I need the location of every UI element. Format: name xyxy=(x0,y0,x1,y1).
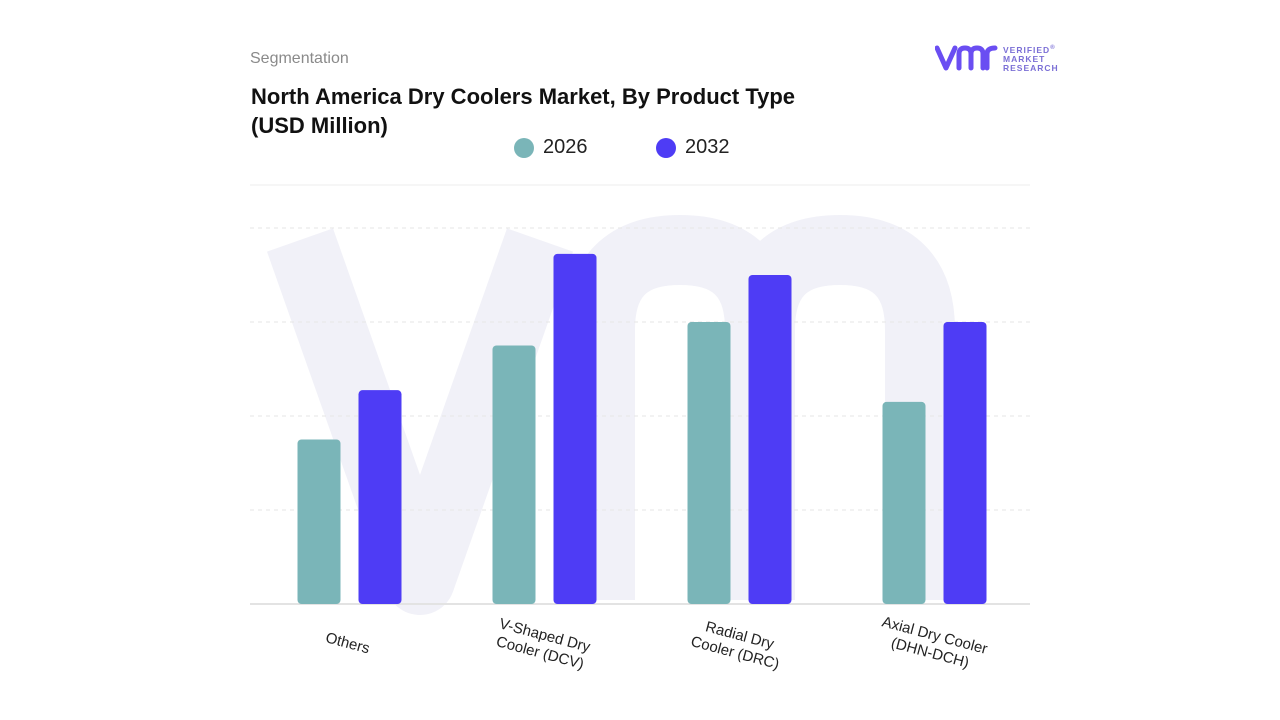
logo-registered: ® xyxy=(1050,45,1056,51)
logo-line-market: MARKET xyxy=(1003,53,1046,64)
legend-swatch-2026 xyxy=(514,137,534,158)
legend-item-2032: 2032 xyxy=(656,136,730,159)
x-tick-label: V-Shaped DryCooler (DCV) xyxy=(493,615,593,673)
chart-legend: 2026 2032 xyxy=(0,136,1280,160)
x-tick-label: Radial DryCooler (DRC) xyxy=(689,616,786,673)
legend-item-2026: 2026 xyxy=(514,136,588,159)
logo-line-research: RESEARCH xyxy=(1003,62,1059,73)
x-tick-label: Others xyxy=(324,629,372,657)
legend-label-2026: 2026 xyxy=(543,136,588,158)
vmr-logo: VERIFIED® MARKET RESEARCH xyxy=(935,44,1059,73)
bar-2032-1 xyxy=(358,390,402,604)
x-tick-label: Axial Dry Cooler(DHN-DCH) xyxy=(875,613,989,675)
segmentation-label: Segmentation xyxy=(250,50,349,67)
logo-line-verified: VERIFIED xyxy=(1003,44,1051,55)
bar-2032-2 xyxy=(553,253,597,604)
bar-2032-4 xyxy=(943,322,987,604)
x-tick-label-line: Others xyxy=(324,629,372,657)
vmr-logo-mark xyxy=(935,45,998,71)
bar-2026-1 xyxy=(297,439,341,604)
chart-title: North America Dry Coolers Market, By Pro… xyxy=(251,84,796,138)
bar-2026-3 xyxy=(687,322,731,604)
bar-2026-4 xyxy=(882,401,926,604)
bar-2032-3 xyxy=(748,275,792,604)
legend-swatch-2032 xyxy=(656,137,676,158)
vmr-logo-text: VERIFIED® MARKET RESEARCH xyxy=(1003,44,1059,73)
bar-2026-2 xyxy=(492,345,536,604)
legend-label-2032: 2032 xyxy=(685,136,730,158)
